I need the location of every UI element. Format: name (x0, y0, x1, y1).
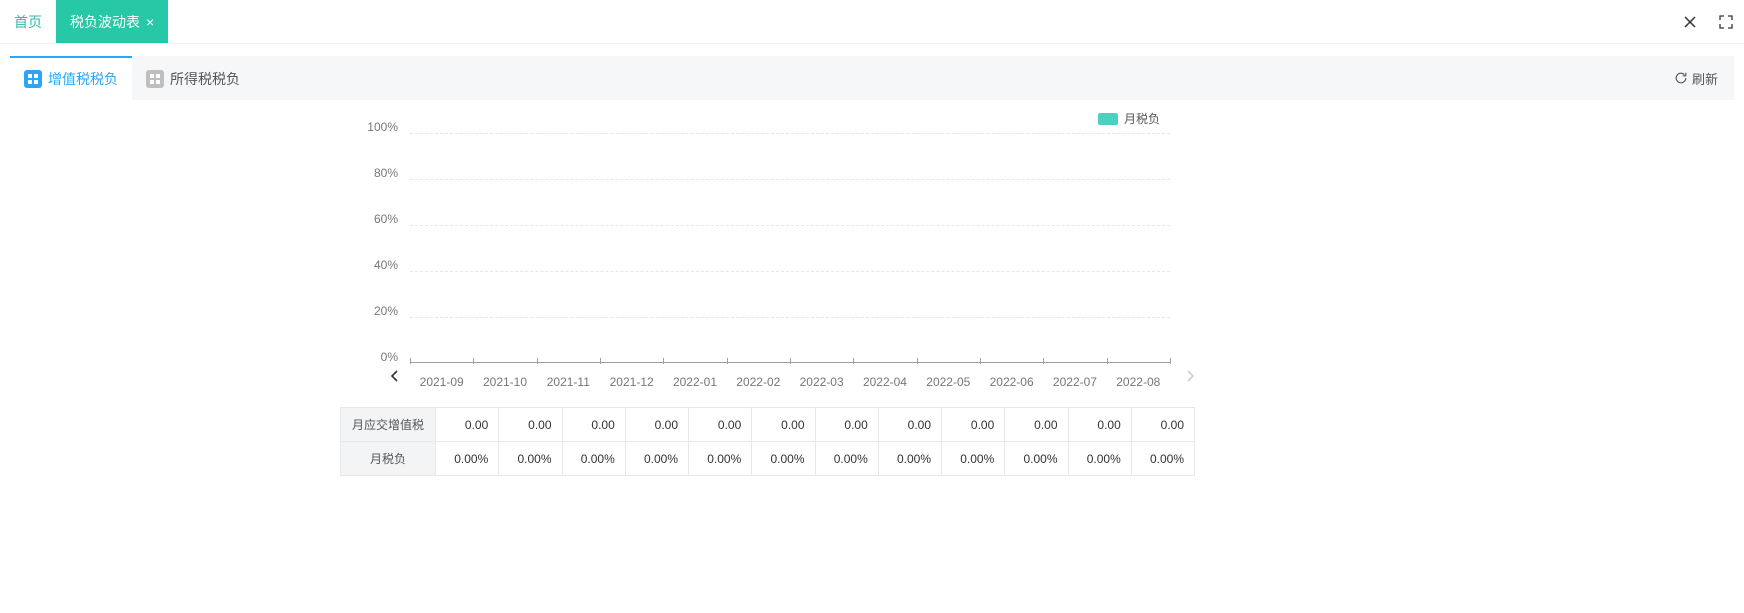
chart-prev-button[interactable] (385, 366, 405, 386)
x-tick-label: 2022-06 (980, 375, 1043, 389)
table-cell: 0.00 (878, 408, 941, 442)
grid-icon (24, 70, 42, 88)
table-cell: 0.00 (752, 408, 815, 442)
table-cell: 0.00 (499, 408, 562, 442)
chevron-left-icon (389, 370, 401, 382)
subtab-label: 增值税税负 (48, 69, 118, 89)
table-cell: 0.00% (1005, 442, 1068, 476)
table-cell: 0.00 (1005, 408, 1068, 442)
close-icon[interactable]: × (146, 15, 154, 29)
x-tick-label: 2022-03 (790, 375, 853, 389)
subtabs: 增值税税负 所得税税负 (10, 56, 254, 100)
x-tick-label: 2021-11 (537, 375, 600, 389)
x-tick-label: 2021-10 (473, 375, 536, 389)
x-axis-labels: 2021-092021-102021-112021-122022-012022-… (410, 375, 1170, 389)
table-cell: 0.00% (1068, 442, 1131, 476)
subtab-income-tax[interactable]: 所得税税负 (132, 56, 254, 100)
table-row-header: 月税负 (341, 442, 436, 476)
tab-label: 税负波动表 (70, 12, 140, 32)
table-cell: 0.00 (942, 408, 1005, 442)
chart-plot (410, 133, 1170, 363)
y-axis-labels: 100% 80% 60% 40% 20% 0% (10, 133, 410, 363)
grid-icon (146, 70, 164, 88)
tab-home[interactable]: 首页 (0, 0, 56, 43)
chart-next-button[interactable] (1180, 366, 1200, 386)
chevron-right-icon (1184, 370, 1196, 382)
table-cell: 0.00% (689, 442, 752, 476)
table-cell: 0.00% (562, 442, 625, 476)
table-cell: 0.00 (625, 408, 688, 442)
x-tick-label: 2022-08 (1107, 375, 1170, 389)
tab-tax-fluctuation[interactable]: 税负波动表 × (56, 0, 168, 43)
x-tick-label: 2022-04 (853, 375, 916, 389)
close-all-button[interactable] (1672, 0, 1708, 44)
fullscreen-button[interactable] (1708, 0, 1744, 44)
table-cell: 0.00% (499, 442, 562, 476)
refresh-label: 刷新 (1692, 69, 1718, 88)
legend-label: 月税负 (1124, 110, 1160, 127)
fullscreen-icon (1718, 14, 1734, 30)
table-cell: 0.00 (689, 408, 752, 442)
table-cell: 0.00% (625, 442, 688, 476)
data-table: 月应交增值税 0.000.000.000.000.000.000.000.000… (340, 407, 1195, 476)
top-tabstrip: 首页 税负波动表 × (0, 0, 1744, 44)
table-cell: 0.00 (815, 408, 878, 442)
table-cell: 0.00% (752, 442, 815, 476)
table-cell: 0.00% (878, 442, 941, 476)
x-tick-label: 2022-07 (1043, 375, 1106, 389)
x-icon (1682, 14, 1698, 30)
table-cell: 0.00% (942, 442, 1005, 476)
table-cell: 0.00 (436, 408, 499, 442)
x-tick-label: 2022-02 (727, 375, 790, 389)
x-tick-label: 2022-05 (917, 375, 980, 389)
chart-area: 月税负 100% 80% 60% 40% 20% 0% (10, 100, 1734, 476)
legend-swatch (1098, 113, 1118, 125)
x-tick-label: 2022-01 (663, 375, 726, 389)
table-cell: 0.00 (1068, 408, 1131, 442)
subtab-vat[interactable]: 增值税税负 (10, 56, 132, 100)
x-tick-label: 2021-09 (410, 375, 473, 389)
table-row-header: 月应交增值税 (341, 408, 436, 442)
refresh-icon (1674, 71, 1688, 85)
x-tick-label: 2021-12 (600, 375, 663, 389)
table-cell: 0.00% (815, 442, 878, 476)
table-cell: 0.00% (1131, 442, 1194, 476)
refresh-button[interactable]: 刷新 (1674, 69, 1718, 88)
panel-header: 增值税税负 所得税税负 刷新 (10, 56, 1734, 100)
table-cell: 0.00 (562, 408, 625, 442)
chart-legend: 月税负 (10, 110, 1200, 127)
table-cell: 0.00 (1131, 408, 1194, 442)
table-cell: 0.00% (436, 442, 499, 476)
subtab-label: 所得税税负 (170, 69, 240, 89)
